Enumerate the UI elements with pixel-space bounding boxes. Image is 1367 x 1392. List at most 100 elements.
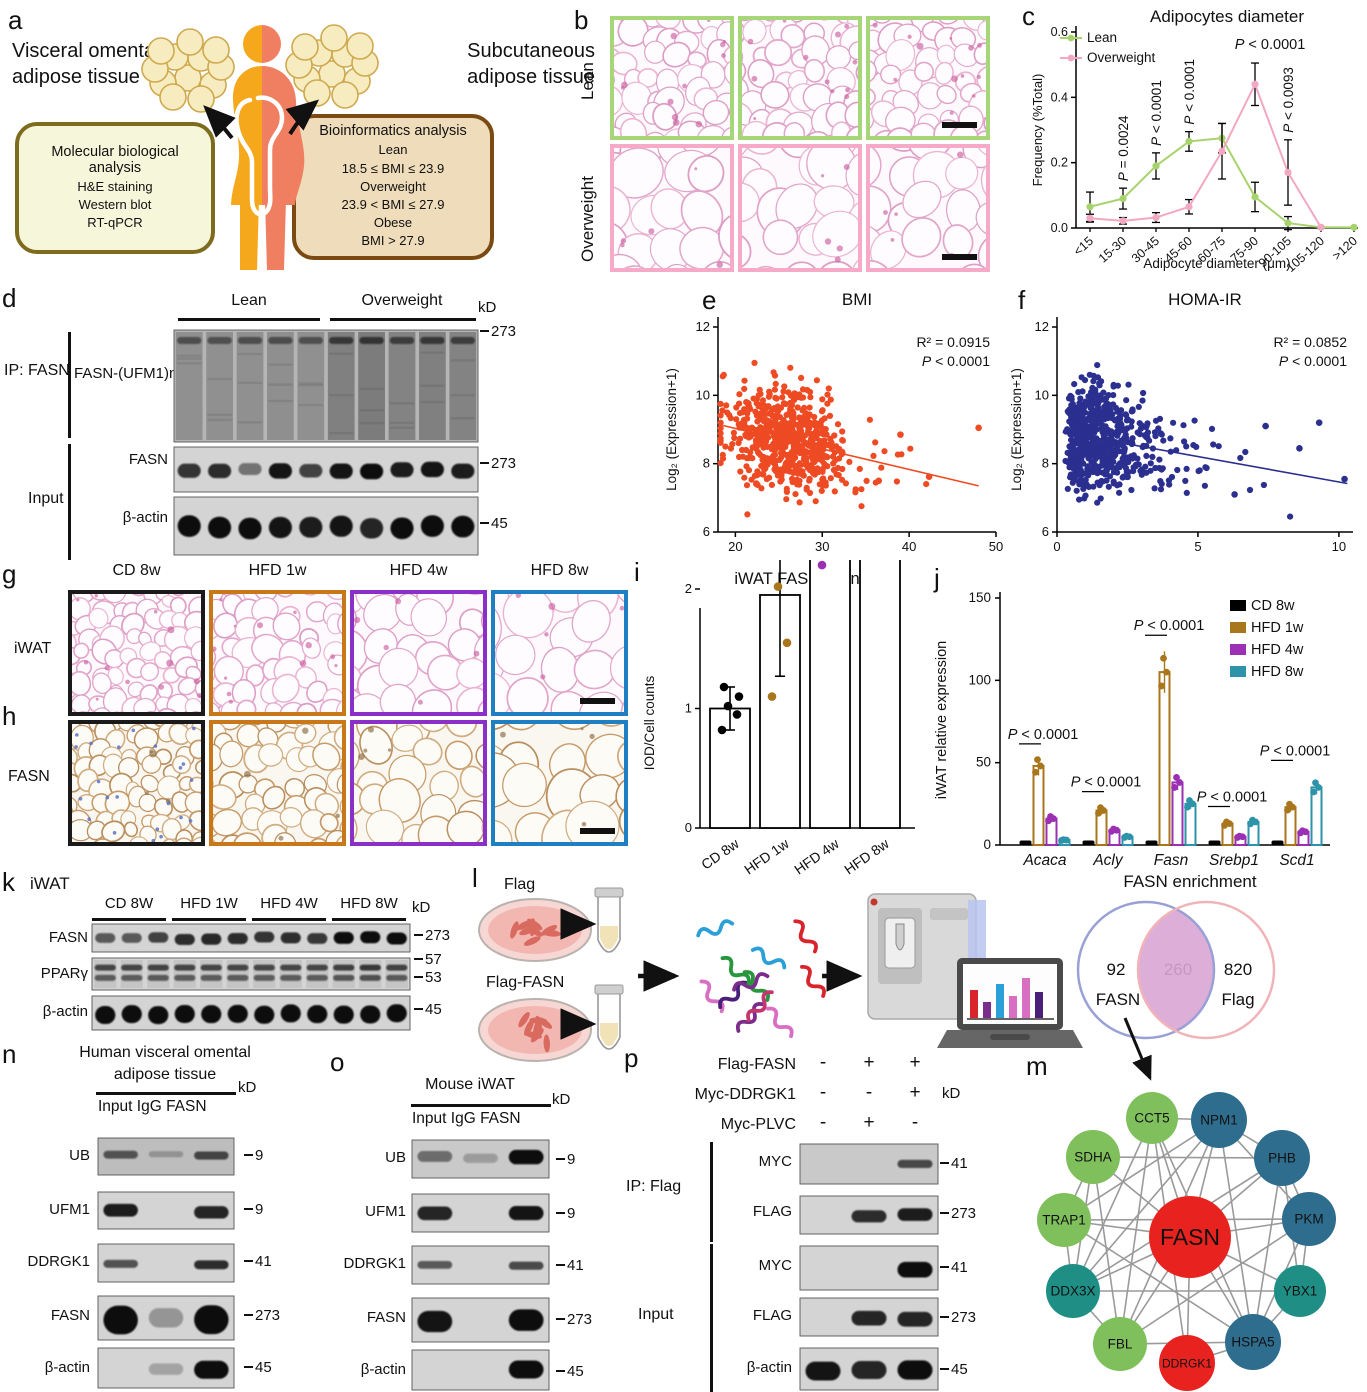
k-fasn-label: FASN [48, 929, 88, 946]
svg-text:2: 2 [685, 581, 692, 596]
p-myc1-label: MYC [758, 1153, 792, 1170]
bioinformatics-box: Bioinformatics analysis Lean 18.5 ≤ BMI … [292, 114, 494, 260]
svg-text:P < 0.0001: P < 0.0001 [1235, 37, 1306, 53]
o-ufm1-blot [411, 1193, 550, 1233]
svg-text:P < 0.0001: P < 0.0001 [1182, 59, 1197, 125]
n-actin-label: β-actin [44, 1359, 90, 1376]
n-title-1: Human visceral omental [79, 1044, 251, 1061]
svg-text:P < 0.0001: P < 0.0001 [1260, 743, 1331, 759]
svg-text:P < 0.0001: P < 0.0001 [1008, 727, 1079, 743]
d-underline-lean [178, 318, 320, 321]
k-actin-label: β-actin [42, 1003, 88, 1020]
svg-text:12: 12 [1035, 319, 1049, 334]
p-flag2-label: FLAG [752, 1307, 792, 1324]
histology-image-h-hfd8w [460, 684, 670, 862]
venn-right-count: 820 [1223, 960, 1253, 979]
panel-label-j: j [934, 563, 940, 593]
p-cond-myc-ddrgk1: Myc-DDRGK1 [694, 1086, 796, 1103]
svg-text:HFD 4w: HFD 4w [1251, 642, 1304, 658]
d-input-label: Input [28, 490, 64, 507]
svg-text:PKM: PKM [1294, 1212, 1323, 1227]
svg-text:IOD/Cell counts: IOD/Cell counts [642, 675, 657, 770]
n-marker-9a: 9 [244, 1147, 263, 1165]
l-flag-fasn-label: Flag-FASN [486, 974, 565, 991]
svg-text:NPM1: NPM1 [1200, 1113, 1238, 1128]
o-marker-273: 273 [556, 1311, 592, 1329]
svg-text:1: 1 [685, 701, 692, 716]
svg-text:HOMA-IR: HOMA-IR [1168, 290, 1242, 309]
o-actin-blot [411, 1349, 550, 1391]
d-bracket-ip [68, 332, 71, 438]
d-marker-273b: 273 [480, 455, 516, 473]
svg-text:Log₂ (Expression+1): Log₂ (Expression+1) [664, 368, 679, 491]
tube-icon [594, 984, 624, 1050]
p-marker-41a: 41 [940, 1155, 968, 1173]
network-edge [1063, 1219, 1254, 1343]
svg-text:>120: >120 [1330, 234, 1360, 263]
n-marker-9b: 9 [244, 1201, 263, 1219]
svg-text:R² = 0.0852: R² = 0.0852 [1273, 334, 1347, 350]
histology-image-b-lean-3 [846, 0, 1007, 162]
o-kd-label: kD [552, 1091, 571, 1108]
network-edge [1092, 1156, 1283, 1159]
molecular-box-item: RT-qPCR [87, 215, 143, 231]
svg-text:50: 50 [989, 539, 1003, 554]
molecular-box-item: Western blot [78, 196, 152, 212]
svg-text:5: 5 [1194, 539, 1201, 554]
svg-text:0.0: 0.0 [1051, 221, 1068, 235]
p-sym-r2c3: + [909, 1082, 921, 1103]
p-cond-myc-plvc: Myc-PLVC [720, 1116, 796, 1133]
svg-text:6: 6 [703, 524, 710, 539]
svg-text:150: 150 [968, 590, 991, 605]
svg-text:6: 6 [1042, 524, 1049, 539]
venn-diagram [1076, 900, 1276, 1081]
p-myc2-label: MYC [758, 1257, 792, 1274]
svg-text:Lean: Lean [1087, 30, 1117, 45]
o-fasn-blot [411, 1297, 550, 1343]
p-marker-273a: 273 [940, 1205, 976, 1223]
o-marker-45: 45 [556, 1363, 584, 1381]
n-fasn-blot [97, 1295, 235, 1341]
k-fasn-blot [91, 923, 411, 953]
svg-text:0: 0 [1053, 539, 1060, 554]
histology-image-g-hfd1w [186, 572, 375, 731]
p-kd-label: kD [942, 1085, 961, 1102]
bioinformatics-box-line: Overweight [360, 178, 426, 194]
cell-dish-icon [478, 898, 592, 962]
g-col-hfd8w: HFD 8w [530, 562, 589, 579]
p-in-myc-blot [799, 1245, 939, 1291]
peptides-icon [696, 919, 826, 1039]
o-ub-label: UB [385, 1149, 406, 1166]
svg-text:PHB: PHB [1268, 1151, 1296, 1166]
histology-image-h-hfd1w [187, 697, 367, 865]
p-in-actin-blot [799, 1347, 939, 1391]
svg-text:Frequency (%Total): Frequency (%Total) [1030, 74, 1045, 187]
svg-text:12: 12 [696, 319, 710, 334]
d-actin-blot [173, 496, 479, 556]
p-ip-myc-blot [799, 1143, 939, 1185]
subcutaneous-title-1: Subcutaneous [467, 40, 595, 62]
histology-image-h-cd8w [55, 703, 214, 866]
svg-text:YBX1: YBX1 [1283, 1284, 1318, 1299]
n-ub-label: UB [69, 1147, 90, 1164]
n-ddrgk1-label: DDRGK1 [27, 1253, 90, 1270]
k-marker-273: 273 [414, 927, 450, 945]
arrow-icon [285, 99, 320, 136]
svg-text:<15: <15 [1071, 234, 1096, 259]
svg-text:CCT5: CCT5 [1134, 1111, 1169, 1126]
panel-label-d: d [2, 283, 17, 313]
svg-text:HSPA5: HSPA5 [1231, 1335, 1274, 1350]
k-title-iwat: iWAT [30, 874, 70, 893]
svg-text:10: 10 [696, 387, 710, 402]
p-actin-label: β-actin [746, 1359, 792, 1376]
k-underline-3 [252, 918, 326, 921]
panel-label-k: k [2, 867, 15, 897]
h-row-fasn: FASN [8, 768, 50, 785]
g-col-cd8w: CD 8w [112, 562, 161, 579]
svg-text:FASN: FASN [1160, 1224, 1220, 1250]
histology-image-h-hfd4w [319, 694, 528, 856]
o-ub-blot [411, 1139, 550, 1179]
venn-title: FASN enrichment [1123, 872, 1257, 891]
p-sym-r3c1: - [819, 1112, 827, 1133]
